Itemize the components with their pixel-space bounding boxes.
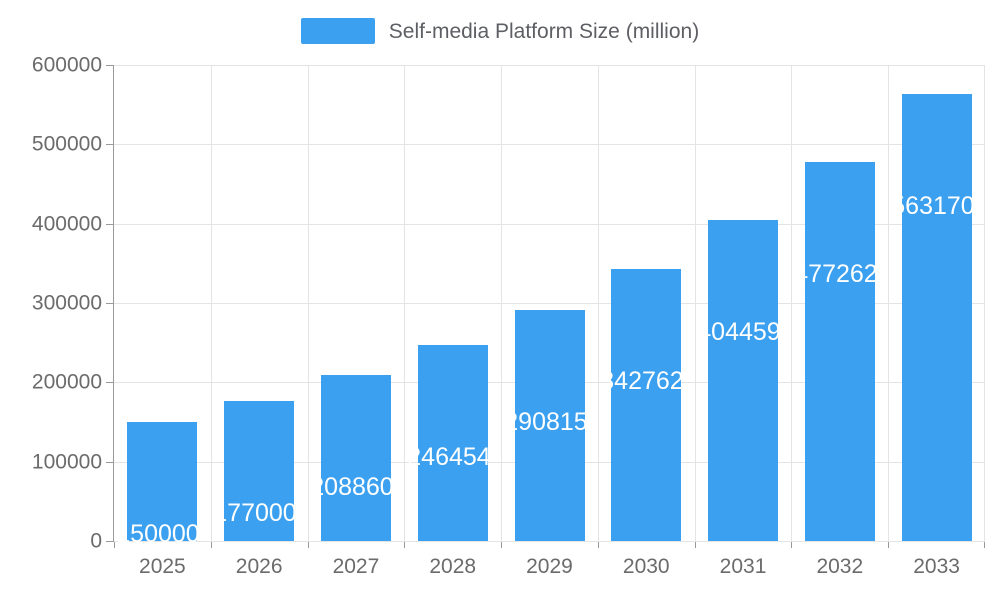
bar[interactable]	[611, 269, 681, 541]
gridline-vertical	[598, 65, 599, 541]
gridline-horizontal	[114, 144, 985, 146]
gridline-vertical	[888, 65, 889, 541]
bar[interactable]	[321, 375, 391, 541]
gridline-horizontal	[114, 541, 985, 542]
y-axis-tick-label: 500000	[31, 132, 102, 156]
x-axis-tick-label: 2027	[332, 555, 380, 578]
bar[interactable]	[902, 94, 972, 541]
y-axis-tick-label: 100000	[31, 450, 102, 474]
x-axis-tick-label: 2026	[235, 555, 283, 578]
y-axis-tick-label: 200000	[31, 370, 102, 394]
legend-item-label: Self-media Platform Size (million)	[388, 19, 700, 43]
bar[interactable]	[708, 220, 778, 541]
x-axis-tick-mark	[501, 542, 502, 548]
y-axis-tick-mark	[106, 223, 113, 225]
gridline-horizontal	[114, 303, 985, 304]
y-axis-tick-mark	[106, 144, 113, 146]
x-axis-tick-mark	[598, 542, 599, 548]
x-axis-tick-mark	[308, 542, 309, 548]
x-axis-tick-label: 2031	[719, 555, 767, 578]
y-axis-tick-label: 0	[90, 529, 102, 553]
gridline-vertical	[695, 65, 696, 541]
x-axis-tick-mark	[404, 542, 405, 548]
x-axis-tick-label: 2032	[816, 555, 864, 578]
chart-legend: Self-media Platform Size (million)	[0, 14, 1000, 48]
y-axis-line	[113, 65, 114, 542]
y-axis-tick-mark	[106, 382, 113, 384]
bar[interactable]	[418, 345, 488, 541]
bar[interactable]	[127, 422, 197, 541]
x-axis-tick-label: 2025	[139, 555, 186, 578]
x-axis-tick-label: 2028	[429, 555, 477, 578]
gridline-vertical	[211, 65, 212, 541]
gridline-horizontal	[114, 65, 985, 66]
gridline-vertical	[791, 65, 792, 541]
x-axis-tick-label: 2029	[526, 555, 573, 578]
y-axis-tick-label: 300000	[31, 291, 102, 315]
bar[interactable]	[224, 400, 294, 541]
x-axis-tick-mark	[888, 542, 889, 548]
gridline-vertical	[404, 65, 405, 541]
x-axis-tick-label: 2033	[913, 555, 960, 578]
bar[interactable]	[805, 162, 875, 541]
y-axis-tick-mark	[106, 541, 113, 542]
gridline-vertical	[308, 65, 309, 541]
bar[interactable]	[515, 310, 585, 541]
y-axis: 0 100000 200000 300000 400000 500000 600000	[0, 0, 102, 600]
y-axis-tick-label: 600000	[31, 53, 102, 77]
y-axis-tick-mark	[106, 65, 113, 66]
y-axis-tick-label: 400000	[31, 212, 102, 236]
x-axis-tick-mark	[791, 542, 792, 548]
x-axis-tick-label: 2030	[622, 555, 670, 578]
gridline-vertical	[501, 65, 502, 541]
x-axis-tick-mark	[695, 542, 696, 548]
legend-item-self-media-platform-size[interactable]: Self-media Platform Size (million)	[300, 18, 700, 44]
plot-area: 150000 177000 208860 246454 290815 342762 4044…	[114, 65, 985, 547]
x-axis-tick-mark	[114, 542, 115, 548]
gridline-vertical	[984, 65, 985, 541]
x-axis-tick-mark	[984, 542, 985, 548]
y-axis-tick-mark	[106, 461, 113, 463]
y-axis-tick-mark	[106, 303, 113, 304]
x-axis-tick-mark	[211, 542, 212, 548]
legend-color-swatch-icon	[300, 18, 375, 44]
gridline-horizontal	[114, 223, 985, 225]
